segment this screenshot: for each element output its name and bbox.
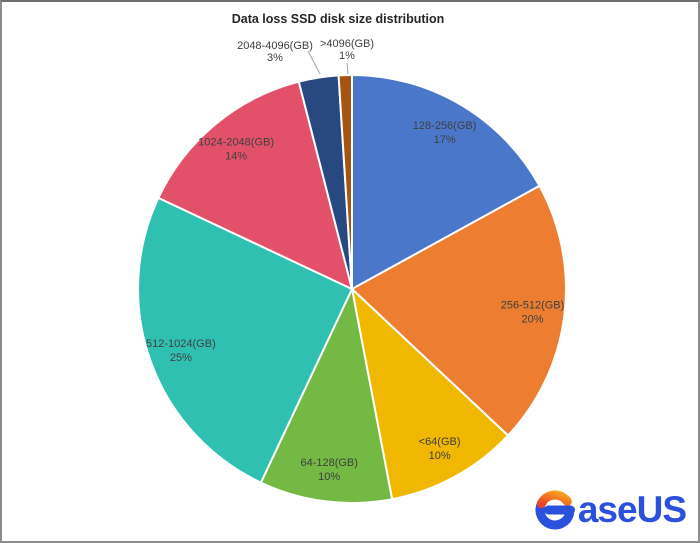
logo-orange-swoosh [536,490,572,509]
easeus-logo-text: aseUS [577,489,687,530]
label-leader-line [307,50,321,75]
slice-label->4096(GB): >4096(GB) [320,38,374,50]
slice-label-512-1024(GB): 512-1024(GB) [146,338,216,350]
easeus-e-icon [535,490,575,530]
slice-percent-2048-4096(GB): 3% [267,52,283,64]
chart-title: Data loss SSD disk size distribution [232,12,445,26]
slice-percent-128-256(GB): 17% [434,134,456,146]
slice-percent-1024-2048(GB): 14% [225,150,247,162]
pie-slice-512-1024(GB) [137,196,353,484]
slice-label-<64(GB): <64(GB) [419,436,461,448]
pie-slice->4096(GB) [337,73,353,290]
slice-percent-<64(GB): 10% [429,450,451,462]
pie-slice-labels: 128-256(GB) 17% 256-512(GB) 20% <64(GB) 10% 64… [146,38,564,483]
logo-blue-arc [535,499,574,530]
pie-slices [137,73,567,504]
slice-percent-64-128(GB): 10% [318,471,340,483]
slice-label-1024-2048(GB): 1024-2048(GB) [198,136,274,148]
slice-percent->4096(GB): 1% [339,50,355,62]
easeus-logo: aseUS [533,488,687,532]
pie-slice-1024-2048(GB) [157,80,353,290]
slice-percent-256-512(GB): 20% [521,313,543,325]
pie-slice-64-128(GB) [259,288,394,504]
pie-slice-256-512(GB) [351,184,567,437]
slice-label-2048-4096(GB): 2048-4096(GB) [237,40,313,52]
logo-middle-bar [543,505,575,515]
pie-slice-128-256(GB) [351,74,541,290]
pie-slice-<64(GB) [351,288,509,501]
slice-label-64-128(GB): 64-128(GB) [300,457,357,469]
slice-label-256-512(GB): 256-512(GB) [501,299,565,311]
slice-percent-512-1024(GB): 25% [170,352,192,364]
label-leader-line [346,62,349,75]
slice-label-128-256(GB): 128-256(GB) [413,120,477,132]
